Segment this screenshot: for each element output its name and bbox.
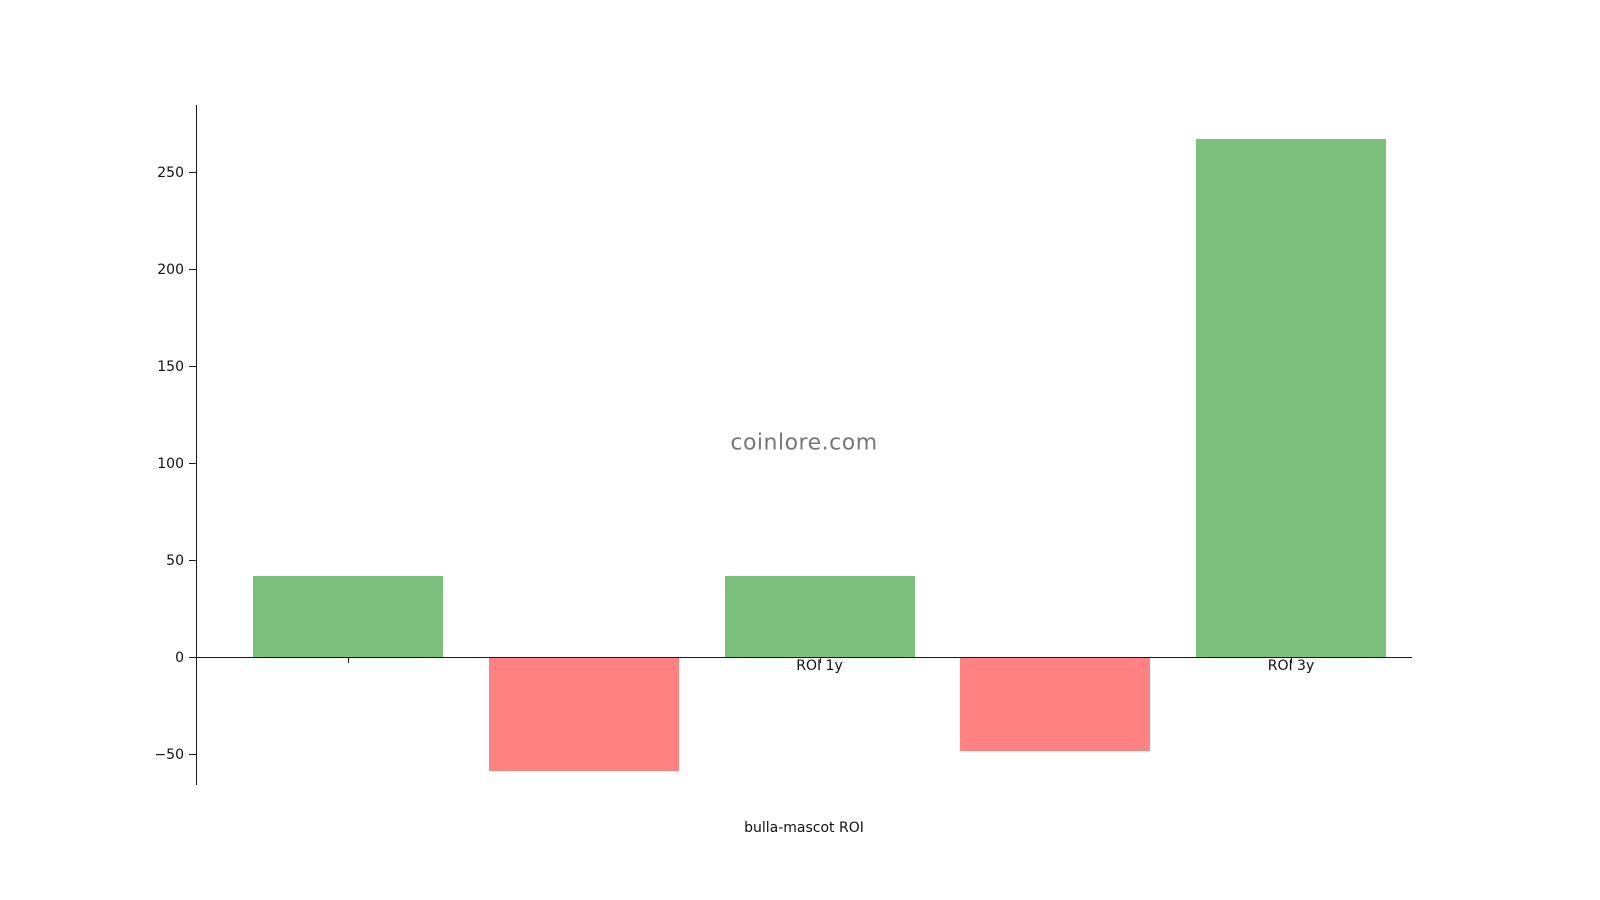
watermark-text: coinlore.com — [730, 430, 878, 456]
bar-negative — [960, 658, 1151, 752]
y-tick-label: 100 — [157, 455, 184, 472]
y-tick-mark — [189, 657, 196, 658]
chart-xlabel: bulla-mascot ROI — [744, 820, 864, 836]
x-tick-mark — [348, 658, 349, 663]
bar-negative — [488, 658, 679, 771]
x-tick-mark — [819, 658, 821, 663]
x-tick-label: ROI 1y — [796, 658, 843, 674]
y-tick-label: 0 — [175, 649, 184, 666]
y-tick-mark — [189, 366, 196, 367]
y-tick-label: 250 — [157, 164, 184, 181]
y-tick-label: −50 — [154, 746, 184, 763]
x-tick-label: ROI 3y — [1267, 658, 1315, 674]
y-tick-mark — [189, 463, 196, 464]
x-axis-line — [196, 657, 1412, 658]
x-tick-mark — [1291, 658, 1292, 663]
y-tick-label: 150 — [157, 358, 184, 375]
bar-positive — [1196, 139, 1386, 657]
y-axis-line — [196, 105, 197, 785]
y-tick-label: 50 — [166, 552, 184, 569]
y-tick-mark — [189, 754, 196, 755]
bar-positive — [724, 575, 915, 657]
y-tick-mark — [189, 560, 196, 561]
bar-positive — [253, 575, 443, 657]
y-tick-mark — [189, 269, 196, 270]
y-tick-label: 200 — [157, 261, 184, 278]
y-tick-mark — [189, 172, 196, 173]
